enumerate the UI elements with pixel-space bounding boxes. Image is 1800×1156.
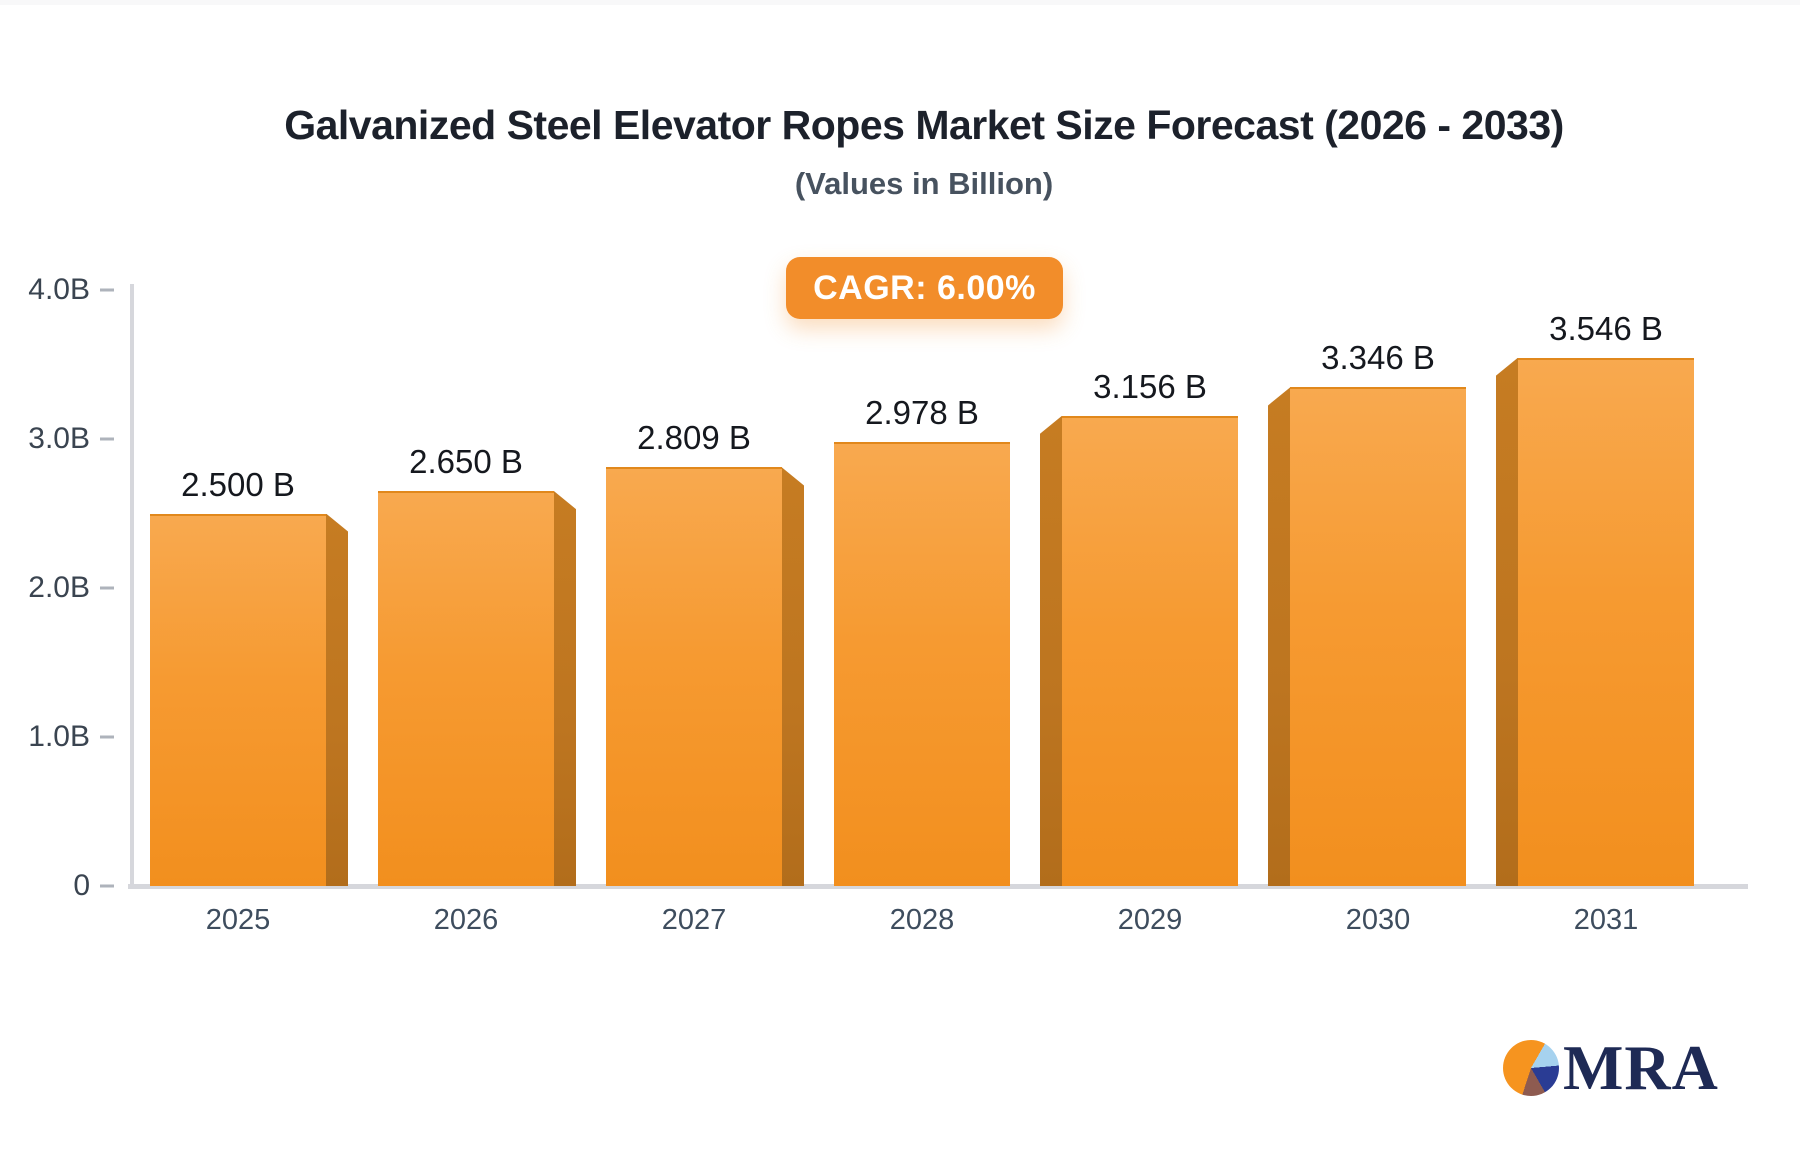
bar-value-label: 2.978 B bbox=[865, 394, 979, 432]
y-tick-label: 4.0B bbox=[28, 273, 90, 306]
y-axis-line bbox=[130, 284, 134, 889]
bar-face bbox=[378, 491, 554, 886]
y-tick-dash bbox=[100, 884, 114, 888]
chart-subtitle: (Values in Billion) bbox=[794, 166, 1054, 201]
bar-side-face bbox=[1040, 415, 1062, 886]
y-tick-label: 2.0B bbox=[28, 571, 90, 604]
bar-side-face bbox=[1496, 357, 1518, 886]
y-tick-dash bbox=[100, 437, 114, 441]
bar-side-face bbox=[326, 513, 348, 886]
x-category-label: 2025 bbox=[205, 903, 271, 936]
mra-logo-text: MRA bbox=[1563, 1032, 1719, 1103]
bar-face bbox=[1062, 415, 1238, 886]
x-category-label: 2028 bbox=[889, 903, 955, 936]
bar-face bbox=[1518, 357, 1694, 886]
x-category-label: 2030 bbox=[1345, 903, 1411, 936]
bar-side-face bbox=[782, 467, 804, 886]
bar-value-label: 3.156 B bbox=[1093, 367, 1207, 405]
x-category-label: 2031 bbox=[1573, 903, 1639, 936]
bar-value-label: 2.500 B bbox=[181, 465, 295, 503]
bar-side-face bbox=[1268, 387, 1290, 886]
y-tick-label: 0 bbox=[73, 869, 90, 902]
bar-face bbox=[834, 442, 1010, 886]
bar-value-label: 2.809 B bbox=[637, 419, 751, 457]
x-category-label: 2026 bbox=[433, 903, 499, 936]
bar-value-label: 3.346 B bbox=[1321, 339, 1435, 377]
top-edge-strip bbox=[0, 0, 1800, 5]
mra-pie-icon bbox=[1503, 1040, 1559, 1096]
bar-side-face bbox=[554, 491, 576, 886]
y-tick-dash bbox=[100, 288, 114, 292]
bar-value-label: 2.650 B bbox=[409, 443, 523, 481]
chart-title: Galvanized Steel Elevator Ropes Market S… bbox=[284, 102, 1564, 148]
y-tick-label: 1.0B bbox=[28, 720, 90, 753]
x-category-label: 2027 bbox=[661, 903, 727, 936]
y-tick-dash bbox=[100, 586, 114, 590]
bar-face bbox=[150, 513, 326, 886]
bar-face bbox=[606, 467, 782, 886]
cagr-badge: CAGR: 6.00% bbox=[786, 257, 1063, 319]
mra-logo: MRA bbox=[1503, 1028, 1719, 1108]
x-category-label: 2029 bbox=[1117, 903, 1183, 936]
bar-face bbox=[1290, 387, 1466, 886]
y-tick-label: 3.0B bbox=[28, 422, 90, 455]
x-axis-baseline bbox=[128, 884, 1748, 889]
y-tick-dash bbox=[100, 735, 114, 739]
bar-value-label: 3.546 B bbox=[1549, 309, 1663, 347]
